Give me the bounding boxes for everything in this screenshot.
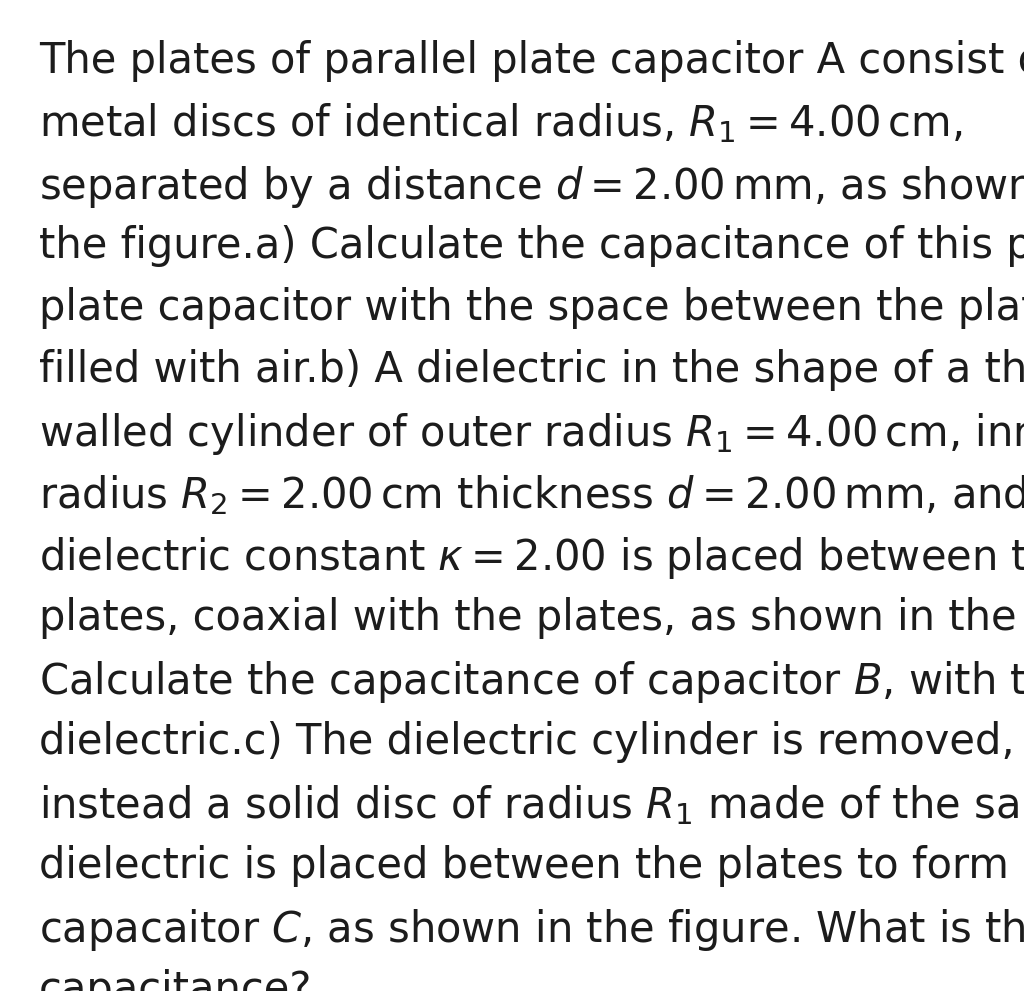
Text: separated by a distance $d = 2.00\,\mathrm{mm}$, as shown in: separated by a distance $d = 2.00\,\math… (39, 164, 1024, 209)
Text: dielectric is placed between the plates to form: dielectric is placed between the plates … (39, 844, 1009, 887)
Text: dielectric constant $\kappa = 2.00$ is placed between the: dielectric constant $\kappa = 2.00$ is p… (39, 535, 1024, 581)
Text: capacaitor $C$, as shown in the figure. What is the new: capacaitor $C$, as shown in the figure. … (39, 907, 1024, 952)
Text: metal discs of identical radius, $R_1 = 4.00\,\mathrm{cm},$: metal discs of identical radius, $R_1 = … (39, 101, 963, 146)
Text: filled with air.b) A dielectric in the shape of a thick-: filled with air.b) A dielectric in the s… (39, 350, 1024, 391)
Text: The plates of parallel plate capacitor A consist of two: The plates of parallel plate capacitor A… (39, 40, 1024, 81)
Text: Calculate the capacitance of capacitor $B$, with this: Calculate the capacitance of capacitor $… (39, 659, 1024, 705)
Text: radius $R_2 = 2.00\,\mathrm{cm}$ thickness $d = 2.00\,\mathrm{mm}$, and: radius $R_2 = 2.00\,\mathrm{cm}$ thickne… (39, 474, 1024, 517)
Text: instead a solid disc of radius $R_1$ made of the same: instead a solid disc of radius $R_1$ mad… (39, 783, 1024, 826)
Text: capacitance?: capacitance? (39, 969, 312, 991)
Text: dielectric.c) The dielectric cylinder is removed, and: dielectric.c) The dielectric cylinder is… (39, 721, 1024, 763)
Text: plates, coaxial with the plates, as shown in the figure.: plates, coaxial with the plates, as show… (39, 597, 1024, 639)
Text: the figure.a) Calculate the capacitance of this parallel: the figure.a) Calculate the capacitance … (39, 225, 1024, 268)
Text: walled cylinder of outer radius $R_1 = 4.00\,\mathrm{cm}$, inner: walled cylinder of outer radius $R_1 = 4… (39, 411, 1024, 457)
Text: plate capacitor with the space between the plates: plate capacitor with the space between t… (39, 287, 1024, 329)
